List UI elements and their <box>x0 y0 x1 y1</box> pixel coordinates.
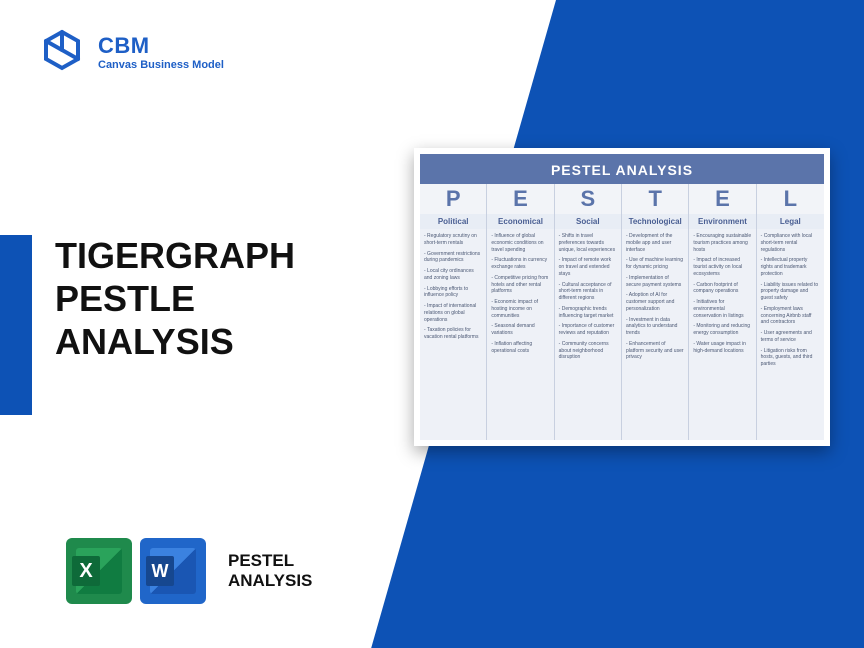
pestel-head: Environment <box>689 214 756 229</box>
pestel-letter: T <box>622 184 689 214</box>
pestel-column: - Development of the mobile app and user… <box>622 229 689 440</box>
pestel-item: - Water usage impact in high-demand loca… <box>693 341 751 355</box>
pestel-item: - Influence of global economic condition… <box>491 233 549 253</box>
cbm-logo-icon <box>38 28 86 76</box>
pestel-item: - Fluctuations in currency exchange rate… <box>491 257 549 271</box>
word-icon <box>140 538 206 604</box>
pestel-item: - Implementation of secure payment syste… <box>626 275 684 289</box>
footer-label: PESTEL ANALYSIS <box>228 551 312 590</box>
pestel-item: - Seasonal demand variations <box>491 323 549 337</box>
pestel-head: Economical <box>487 214 554 229</box>
pestel-item: - Carbon footprint of company operations <box>693 282 751 296</box>
pestel-item: - Community concerns about neighborhood … <box>559 341 617 361</box>
pestel-card-title: PESTEL ANALYSIS <box>420 154 824 184</box>
pestel-item: - Regulatory scrutiny on short-term rent… <box>424 233 482 247</box>
excel-icon <box>66 538 132 604</box>
pestel-item: - Intellectual property rights and trade… <box>761 257 820 277</box>
pestel-item: - Impact of international relations on g… <box>424 303 482 323</box>
pestel-letter: L <box>757 184 824 214</box>
pestel-column: - Influence of global economic condition… <box>487 229 554 440</box>
brand-subtitle: Canvas Business Model <box>98 59 224 71</box>
pestel-column: - Shifts in travel preferences towards u… <box>555 229 622 440</box>
pestel-card: PESTEL ANALYSIS P E S T E L Political Ec… <box>414 148 830 446</box>
pestel-letter: E <box>487 184 554 214</box>
pestel-item: - Inflation affecting operational costs <box>491 341 549 355</box>
pestel-letter: E <box>689 184 756 214</box>
pestel-item: - Importance of customer reviews and rep… <box>559 323 617 337</box>
pestel-item: - Initiatives for environmental conserva… <box>693 299 751 319</box>
page-title: TIGERGRAPH PESTLE ANALYSIS <box>55 234 295 364</box>
pestel-item: - Enhancement of platform security and u… <box>626 341 684 361</box>
pestel-letter: P <box>420 184 487 214</box>
title-line-1: TIGERGRAPH <box>55 234 295 277</box>
left-accent-block <box>0 235 32 415</box>
pestel-column: - Encouraging sustainable tourism practi… <box>689 229 756 440</box>
pestel-item: - Impact of increased tourist activity o… <box>693 257 751 277</box>
pestel-columns: - Regulatory scrutiny on short-term rent… <box>420 229 824 440</box>
pestel-headings-row: Political Economical Social Technologica… <box>420 214 824 229</box>
pestel-item: - Development of the mobile app and user… <box>626 233 684 253</box>
pestel-letter: S <box>555 184 622 214</box>
pestel-item: - Impact of remote work on travel and ex… <box>559 257 617 277</box>
pestel-item: - Monitoring and reducing energy consump… <box>693 323 751 337</box>
pestel-item: - Investment in data analytics to unders… <box>626 317 684 337</box>
pestel-item: - Shifts in travel preferences towards u… <box>559 233 617 253</box>
pestel-item: - Competitive pricing from hotels and ot… <box>491 275 549 295</box>
pestel-item: - Encouraging sustainable tourism practi… <box>693 233 751 253</box>
pestel-item: - Compliance with local short-term renta… <box>761 233 820 253</box>
pestel-item: - Cultural acceptance of short-term rent… <box>559 282 617 302</box>
pestel-item: - Taxation policies for vacation rental … <box>424 327 482 341</box>
brand-name: CBM <box>98 33 224 59</box>
pestel-item: - Local city ordinances and zoning laws <box>424 268 482 282</box>
pestel-item: - Government restrictions during pandemi… <box>424 251 482 265</box>
pestel-item: - Lobbying efforts to influence policy <box>424 286 482 300</box>
pestel-head: Political <box>420 214 487 229</box>
pestel-item: - Adoption of AI for customer support an… <box>626 292 684 312</box>
pestel-item: - Liability issues related to property d… <box>761 282 820 302</box>
brand-logo-block: CBM Canvas Business Model <box>38 28 224 76</box>
pestel-item: - Economic impact of hosting income on c… <box>491 299 549 319</box>
title-line-2: PESTLE <box>55 277 295 320</box>
pestel-head: Technological <box>622 214 689 229</box>
pestel-item: - Use of machine learning for dynamic pr… <box>626 257 684 271</box>
title-line-3: ANALYSIS <box>55 320 295 363</box>
pestel-item: - User agreements and terms of service <box>761 330 820 344</box>
footer-icons-block: PESTEL ANALYSIS <box>66 538 312 604</box>
pestel-column: - Compliance with local short-term renta… <box>757 229 824 440</box>
pestel-item: - Demographic trends influencing target … <box>559 306 617 320</box>
pestel-item: - Litigation risks from hosts, guests, a… <box>761 348 820 368</box>
pestel-item: - Employment laws concerning Airbnb staf… <box>761 306 820 326</box>
pestel-head: Social <box>555 214 622 229</box>
pestel-head: Legal <box>757 214 824 229</box>
pestel-column: - Regulatory scrutiny on short-term rent… <box>420 229 487 440</box>
pestel-letters-row: P E S T E L <box>420 184 824 214</box>
